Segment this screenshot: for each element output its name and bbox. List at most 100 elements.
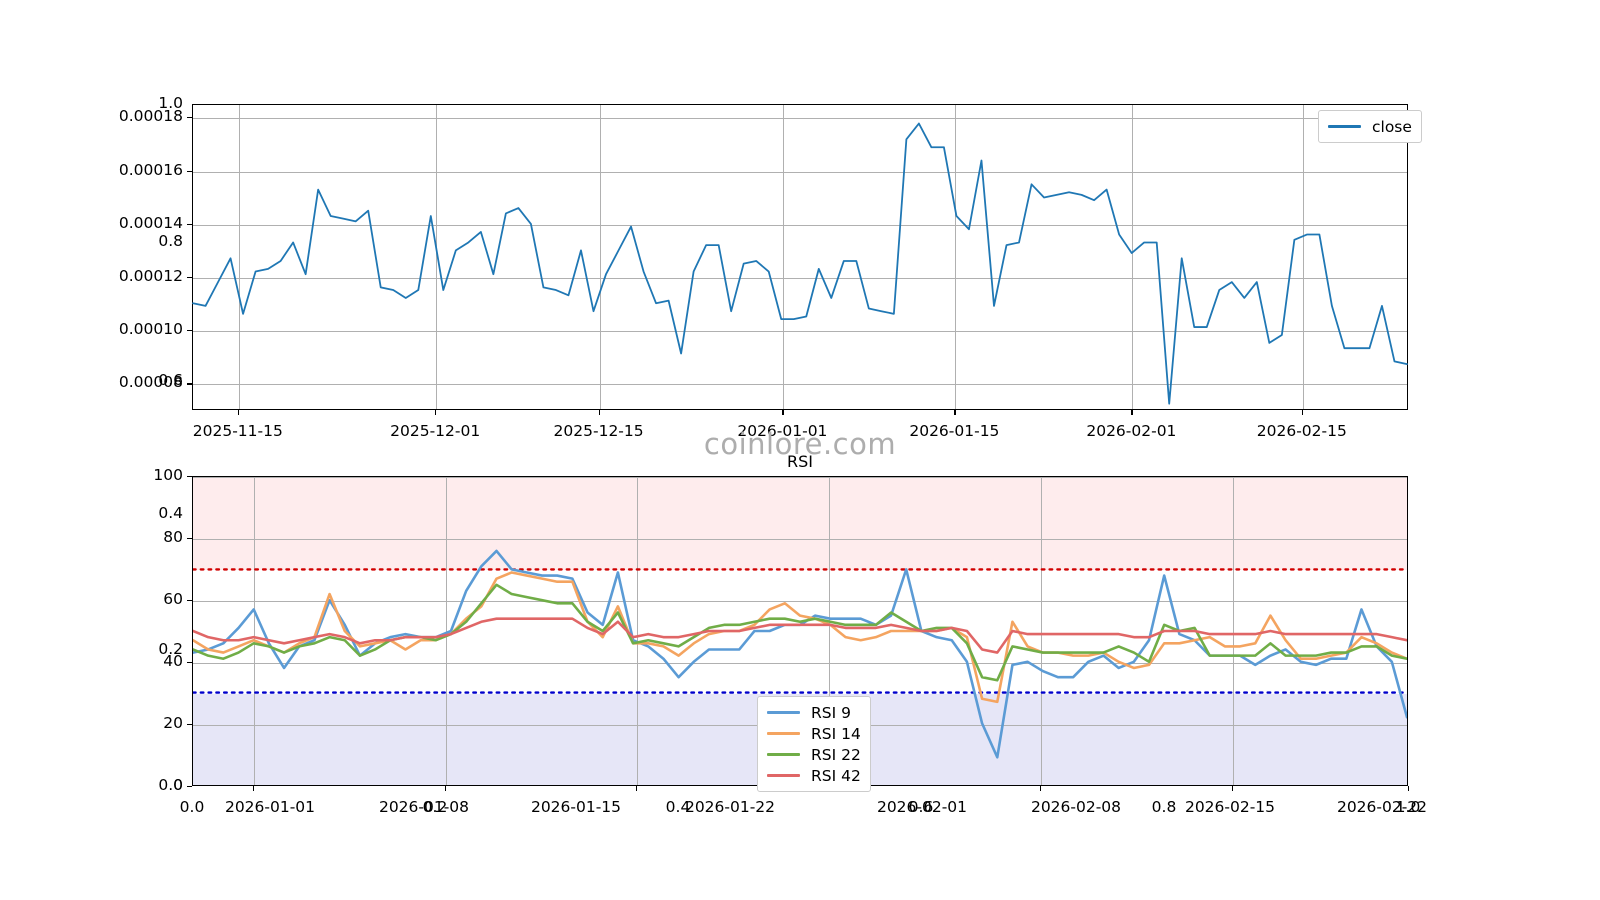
rsi-legend[interactable]: RSI 9 RSI 14 RSI 22 RSI 42 (757, 696, 871, 792)
price-y-tick-label-secondary-0: 0.6 (158, 371, 183, 389)
price-line-series (192, 122, 1408, 405)
rsi-x-tickmark-5 (1231, 786, 1233, 791)
rsi-gridline-v-1 (445, 477, 447, 785)
price-gridline-h-3 (193, 224, 1407, 226)
price-y-tick-label-2: 0.00012 (118, 267, 183, 285)
price-gridline-h-5 (193, 118, 1407, 120)
price-chart-plot-area (192, 104, 1408, 410)
price-y-tickmark-0 (187, 383, 192, 385)
rsi-series-rsi-14 (193, 571, 1407, 704)
rsi-gridline-v-5 (1232, 477, 1234, 785)
rsi-y-tick-label-1: 20 (163, 714, 183, 732)
price-legend[interactable]: close (1318, 110, 1422, 143)
price-y-tick-label-4: 0.00016 (118, 160, 183, 179)
price-gridline-v-3 (783, 105, 785, 409)
legend-swatch-rsi-42 (767, 774, 800, 777)
rsi-chart-title: RSI (787, 452, 813, 471)
rsi-y-tick-label-secondary-1: 0.2 (158, 640, 183, 658)
rsi-x-tick-label-5: 2026-02-08 (1030, 798, 1122, 816)
rsi-y-tick-label-2: 40 (163, 652, 183, 670)
price-x-tickmark-1 (435, 410, 437, 415)
rsi-x-tick-label-4: 2026-02-01 (876, 798, 968, 816)
price-x-tick-label-6: 2026-02-15 (1256, 422, 1347, 440)
watermark: coinlore.com (703, 427, 897, 461)
rsi-x-tick-label-1: 2026-01-08 (378, 798, 470, 816)
price-legend-item-0[interactable]: close (1328, 116, 1412, 137)
rsi-gridline-v-3 (829, 477, 830, 785)
legend-swatch-rsi-14 (767, 732, 800, 735)
rsi-y-tickmark-1 (187, 724, 192, 726)
rsi-gridline-h-3 (193, 601, 1407, 602)
rsi-y-tickmark-5 (187, 476, 192, 478)
price-x-tick-label-1: 2025-12-01 (390, 422, 481, 440)
rsi-x-tick-label-secondary-5: 1.0 (1395, 798, 1421, 816)
price-gridline-v-0 (238, 105, 240, 409)
rsi-x-tick-label-0: 2026-01-01 (224, 798, 316, 816)
price-x-tickmark-5 (1131, 410, 1133, 415)
rsi-x-tick-label-3: 2026-01-22 (684, 798, 776, 816)
price-x-tick-label-3: 2026-01-01 (737, 422, 828, 440)
price-gridline-v-1 (436, 105, 438, 409)
price-y-tickmark-4 (187, 170, 192, 172)
rsi-x-tickmark-4 (1039, 786, 1041, 791)
rsi-gridline-v-2 (636, 477, 638, 785)
price-y-tick-label-secondary-2: 1.0 (158, 94, 183, 112)
price-y-tickmark-3 (187, 223, 192, 225)
legend-swatch-rsi-9 (767, 711, 800, 714)
rsi-x-tickmark-1 (444, 786, 447, 791)
rsi-x-tick-label-6: 2026-02-15 (1184, 798, 1276, 816)
rsi-y-tickmark-2 (187, 662, 192, 664)
price-x-tick-label-4: 2026-01-15 (909, 422, 1000, 440)
rsi-gridline-v-4 (1040, 477, 1042, 785)
legend-label-rsi-14: RSI 14 (811, 724, 861, 743)
overbought-band (193, 477, 1407, 570)
legend-label-close: close (1372, 117, 1412, 136)
rsi-y-tickmark-4 (187, 538, 192, 540)
rsi-line-series (193, 549, 1407, 759)
price-gridline-h-1 (193, 331, 1407, 333)
rsi-x-tick-label-secondary-2: 0.4 (665, 798, 691, 816)
price-y-tick-label-0: 0.00008 (118, 373, 183, 392)
rsi-y-tick-label-3: 60 (163, 590, 183, 608)
rsi-x-tick-label-2: 2026-01-15 (530, 798, 622, 816)
price-y-tickmark-2 (187, 277, 192, 279)
rsi-y-tick-label-secondary-0: 0.0 (158, 776, 183, 794)
rsi-legend-item-3[interactable]: RSI 42 (767, 765, 861, 786)
price-gridline-v-2 (599, 105, 601, 409)
price-x-tickmark-4 (954, 410, 956, 415)
price-gridline-v-4 (955, 105, 957, 409)
rsi-gridline-v-0 (253, 477, 255, 785)
rsi-gridline-h-5 (193, 477, 1407, 478)
price-x-tickmark-0 (237, 410, 239, 415)
price-gridline-h-0 (193, 384, 1407, 386)
price-gridline-h-2 (193, 278, 1407, 279)
rsi-y-tick-label-4: 80 (163, 528, 183, 546)
rsi-legend-item-1[interactable]: RSI 14 (767, 723, 861, 744)
price-x-tick-label-5: 2026-02-01 (1086, 422, 1177, 440)
rsi-y-tick-label-5: 100 (153, 466, 183, 484)
rsi-y-tickmark-0 (187, 786, 192, 788)
rsi-x-tick-label-secondary-3: 0.6 (908, 798, 934, 816)
rsi-y-tick-label-secondary-2: 0.4 (158, 504, 183, 522)
price-y-tick-label-3: 0.00014 (118, 213, 183, 232)
legend-label-rsi-22: RSI 22 (811, 745, 861, 764)
rsi-x-tick-label-secondary-4: 0.8 (1151, 798, 1177, 816)
price-y-tick-label-5: 0.00018 (118, 107, 183, 126)
price-y-tickmark-5 (187, 117, 192, 119)
rsi-x-tickmark-0 (252, 786, 254, 791)
rsi-legend-item-2[interactable]: RSI 22 (767, 744, 861, 765)
legend-label-rsi-42: RSI 42 (811, 766, 861, 785)
price-gridline-h-4 (193, 171, 1407, 173)
rsi-series-rsi-42 (193, 617, 1407, 654)
rsi-legend-item-0[interactable]: RSI 9 (767, 702, 861, 723)
rsi-y-tickmark-3 (187, 600, 192, 602)
rsi-x-tick-label-secondary-1: 0.2 (422, 798, 448, 816)
price-x-tickmark-2 (598, 410, 600, 415)
price-x-tickmark-3 (782, 410, 784, 415)
price-gridline-v-6 (1302, 105, 1304, 409)
price-x-tick-label-2: 2025-12-15 (553, 422, 644, 440)
rsi-y-tick-label-0: 0 (173, 776, 183, 794)
price-gridline-v-5 (1132, 105, 1134, 409)
rsi-gridline-h-4 (193, 539, 1407, 540)
